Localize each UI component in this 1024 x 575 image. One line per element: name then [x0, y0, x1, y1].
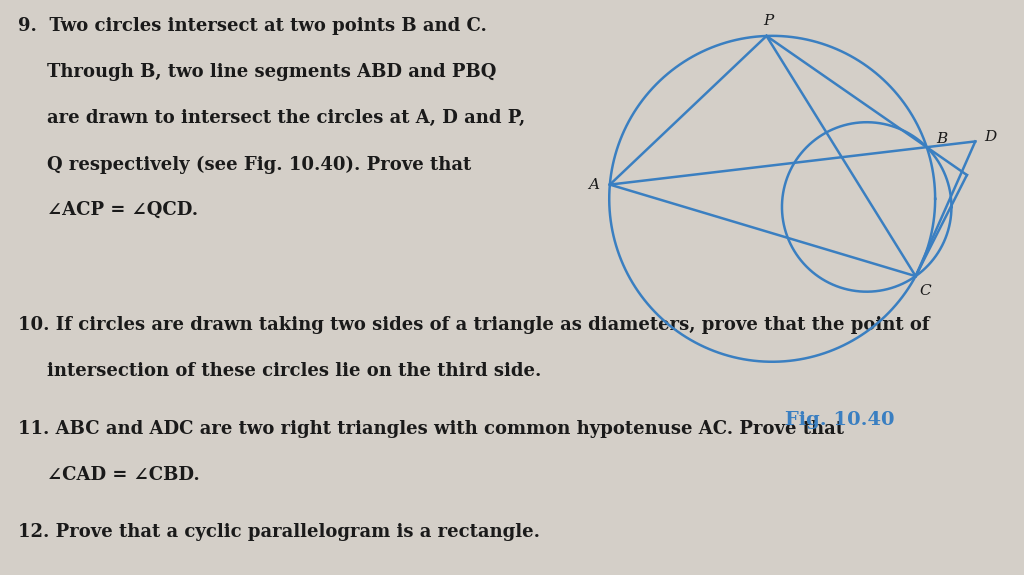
Text: 10. If circles are drawn taking two sides of a triangle as diameters, prove that: 10. If circles are drawn taking two side… — [17, 316, 929, 334]
Text: 12. Prove that a cyclic parallelogram is a rectangle.: 12. Prove that a cyclic parallelogram is… — [17, 523, 540, 541]
Text: P: P — [763, 14, 773, 28]
Text: A: A — [588, 178, 599, 191]
Text: ∠ACP = ∠QCD.: ∠ACP = ∠QCD. — [47, 201, 198, 219]
Text: Through B, two line segments ABD and PBQ: Through B, two line segments ABD and PBQ — [47, 63, 496, 81]
Text: intersection of these circles lie on the third side.: intersection of these circles lie on the… — [47, 362, 541, 380]
Text: ∠CAD = ∠CBD.: ∠CAD = ∠CBD. — [47, 466, 200, 484]
Text: C: C — [920, 284, 931, 298]
Text: are drawn to intersect the circles at A, D and P,: are drawn to intersect the circles at A,… — [47, 109, 525, 127]
Text: Fig. 10.40: Fig. 10.40 — [785, 411, 894, 429]
Text: B: B — [936, 132, 947, 146]
Text: 11. ABC and ADC are two right triangles with common hypotenuse AC. Prove that: 11. ABC and ADC are two right triangles … — [17, 420, 844, 438]
Text: 9.  Two circles intersect at two points B and C.: 9. Two circles intersect at two points B… — [17, 17, 486, 35]
Text: D: D — [984, 129, 996, 144]
Text: Q respectively (see Fig. 10.40). Prove that: Q respectively (see Fig. 10.40). Prove t… — [47, 155, 471, 174]
